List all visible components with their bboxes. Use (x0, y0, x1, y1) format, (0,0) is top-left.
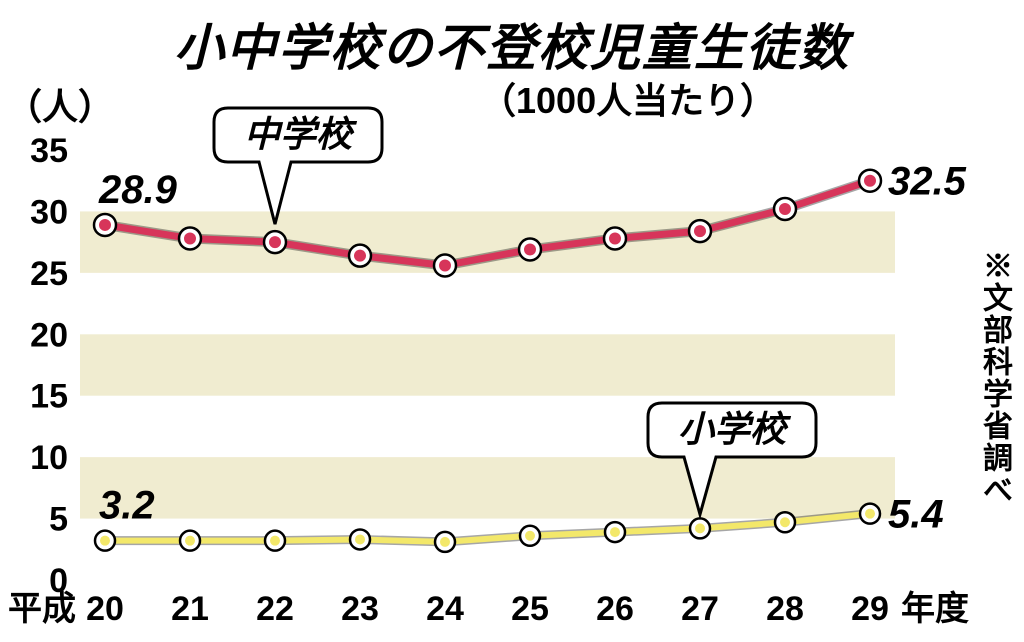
svg-text:年度: 年度 (901, 590, 969, 628)
svg-text:10: 10 (30, 439, 68, 477)
svg-text:3.2: 3.2 (99, 484, 155, 528)
svg-text:35: 35 (30, 132, 68, 170)
svg-text:26: 26 (596, 590, 634, 628)
svg-text:25: 25 (30, 255, 68, 293)
svg-text:28: 28 (766, 590, 804, 628)
svg-text:中学校: 中学校 (244, 114, 358, 155)
svg-text:32.5: 32.5 (888, 160, 967, 204)
svg-text:24: 24 (426, 590, 464, 628)
svg-text:23: 23 (341, 590, 379, 628)
svg-text:5.4: 5.4 (888, 493, 944, 537)
svg-text:30: 30 (30, 193, 68, 231)
svg-text:5: 5 (49, 501, 68, 539)
svg-text:20: 20 (86, 590, 124, 628)
svg-text:21: 21 (171, 590, 209, 628)
svg-text:28.9: 28.9 (98, 168, 178, 212)
svg-text:22: 22 (256, 590, 294, 628)
svg-text:平成: 平成 (8, 590, 76, 628)
chart-root: 小中学校の不登校児童生徒数 （1000人当たり） （人） ※文部科学省調べ 05… (0, 0, 1024, 642)
svg-text:20: 20 (30, 316, 68, 354)
svg-text:25: 25 (511, 590, 549, 628)
svg-text:29: 29 (851, 590, 889, 628)
svg-text:27: 27 (681, 590, 719, 628)
chart-canvas: 05101520253035平成20212223242526272829年度28… (0, 0, 1024, 642)
svg-text:15: 15 (30, 378, 68, 416)
svg-text:小学校: 小学校 (678, 409, 792, 450)
